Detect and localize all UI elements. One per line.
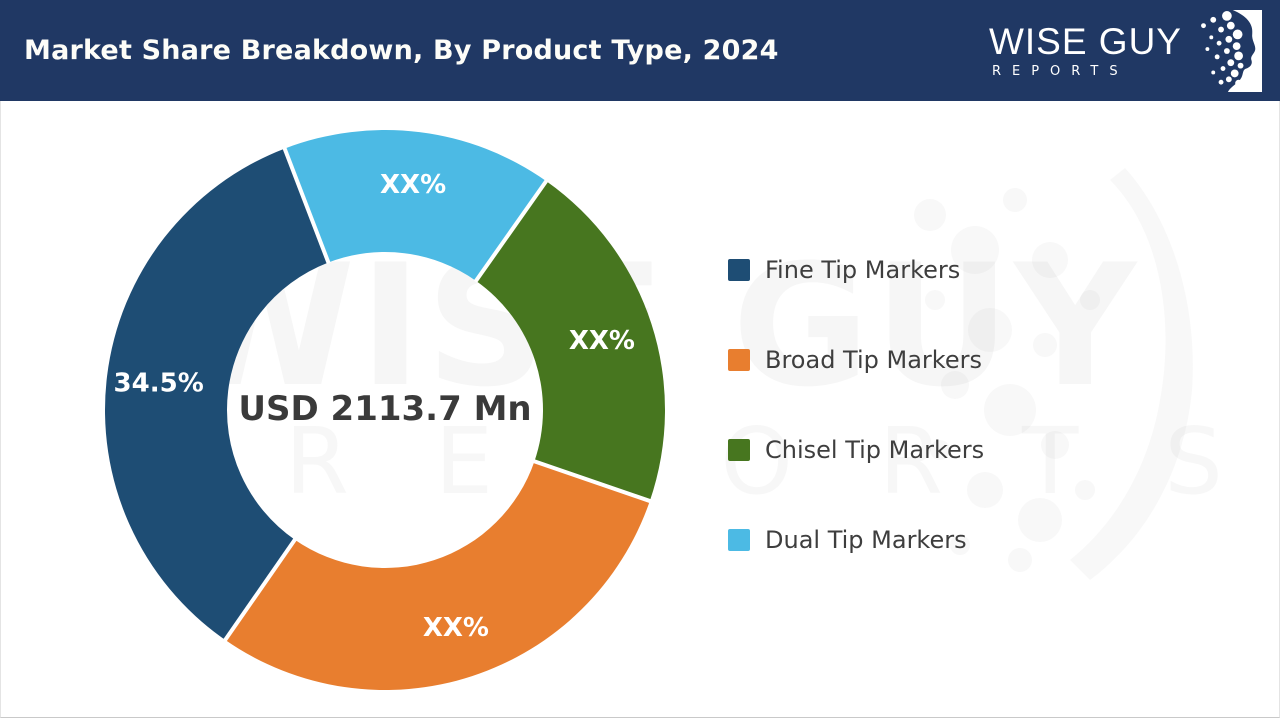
legend-swatch-dual-tip <box>728 529 750 551</box>
chart-center-value: USD 2113.7 Mn <box>238 389 532 429</box>
legend-item-fine-tip-markers: Fine Tip Markers <box>728 247 984 293</box>
legend-label: Chisel Tip Markers <box>765 436 985 464</box>
legend-label: Dual Tip Markers <box>765 526 967 554</box>
page-title: Market Share Breakdown, By Product Type,… <box>24 35 779 66</box>
legend-item-broad-tip-markers: Broad Tip Markers <box>728 337 984 383</box>
brand-logo-text: WISE GUY REPORTS <box>988 21 1182 79</box>
legend-label: Broad Tip Markers <box>765 346 982 374</box>
header-bar: Market Share Breakdown, By Product Type,… <box>0 0 1280 101</box>
chart-legend: Fine Tip Markers Broad Tip Markers Chise… <box>728 247 984 607</box>
brand-logo: WISE GUY REPORTS <box>989 10 1262 92</box>
legend-label: Fine Tip Markers <box>765 256 961 284</box>
legend-swatch-chisel-tip <box>728 439 750 461</box>
legend-swatch-broad-tip <box>728 349 750 371</box>
legend-item-chisel-tip-markers: Chisel Tip Markers <box>728 427 984 473</box>
legend-swatch-fine-tip <box>728 259 750 281</box>
brand-name: WISE GUY <box>988 21 1182 63</box>
legend-item-dual-tip-markers: Dual Tip Markers <box>728 517 984 563</box>
dotted-face-logo-icon <box>1201 10 1262 92</box>
brand-subtitle: REPORTS <box>991 63 1129 79</box>
